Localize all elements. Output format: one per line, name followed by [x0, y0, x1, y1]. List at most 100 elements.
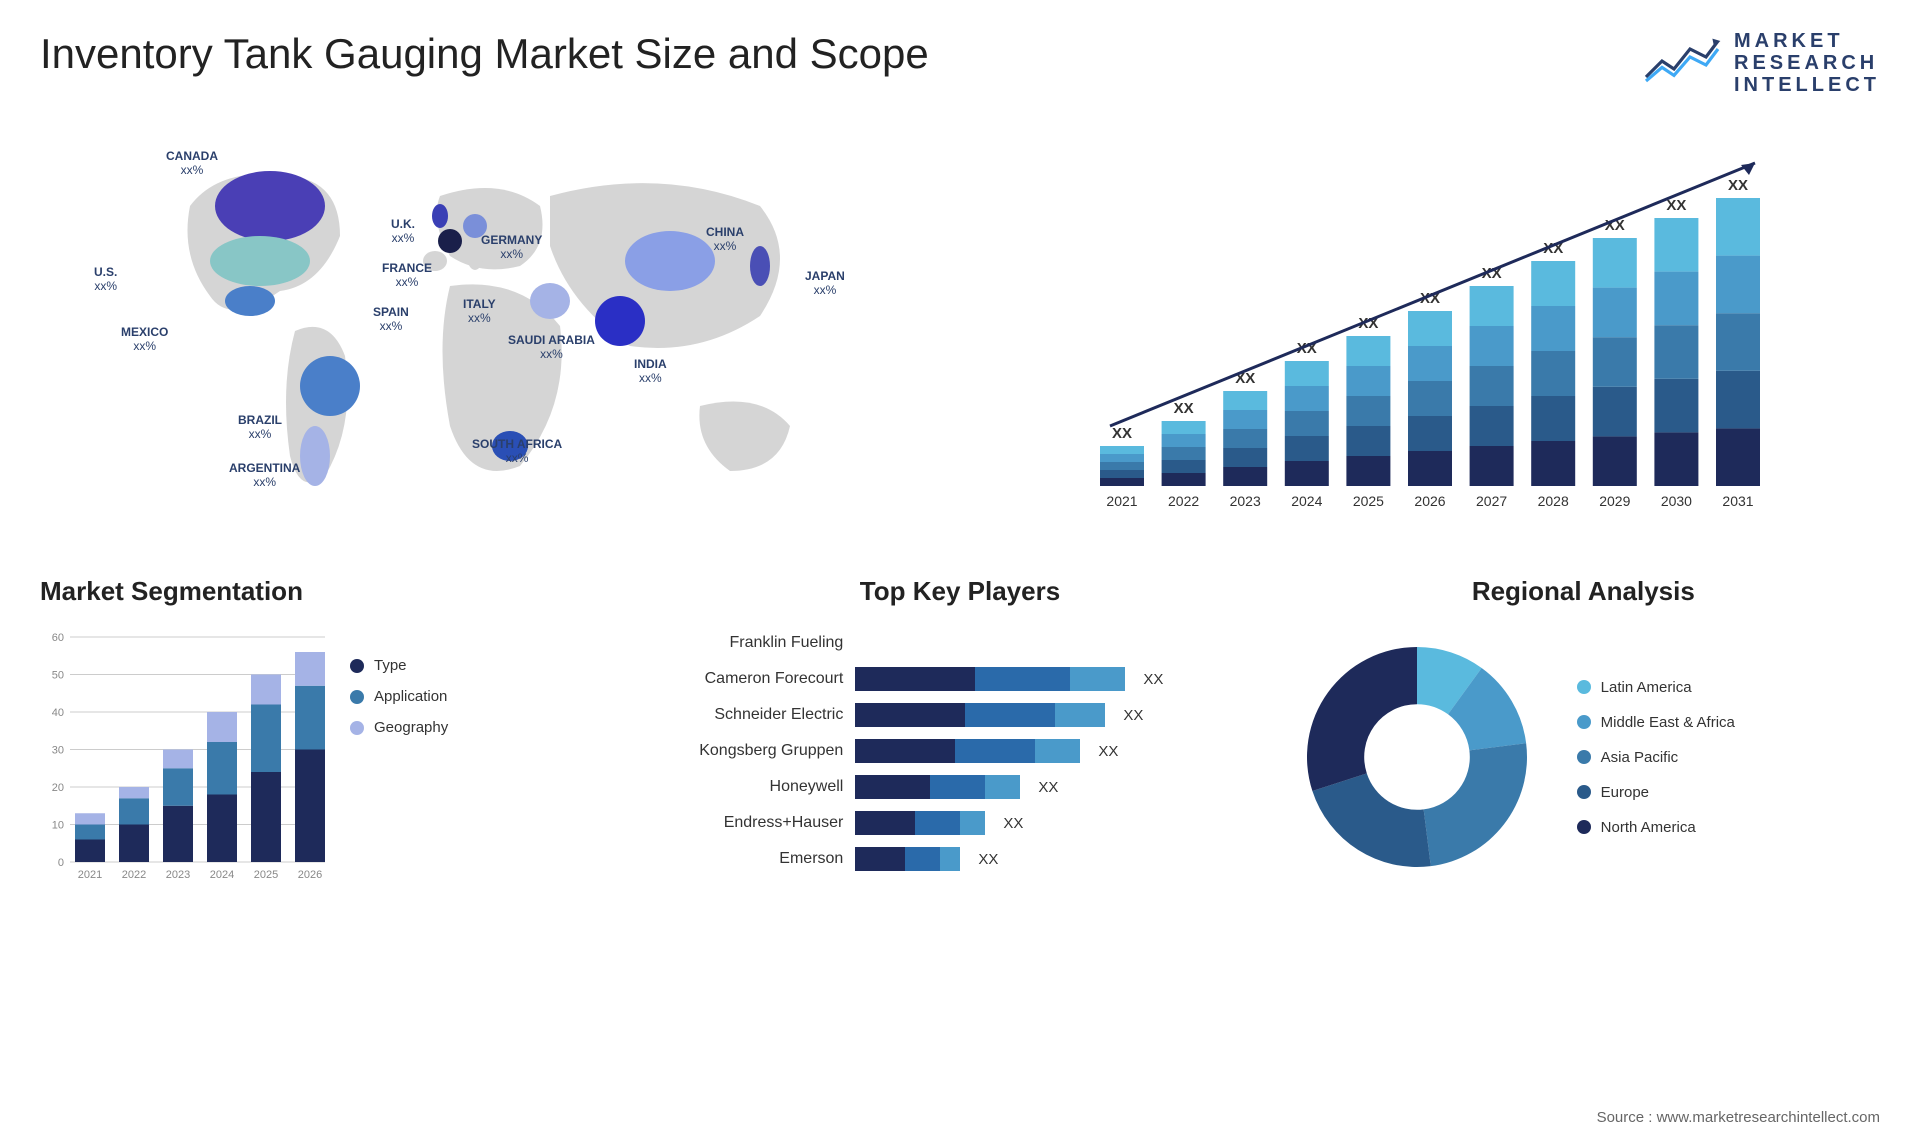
segmentation-chart: 0102030405060202120222023202420252026 — [40, 627, 330, 887]
svg-text:2026: 2026 — [1414, 493, 1445, 509]
player-row: Endress+HauserXX — [663, 807, 1256, 839]
player-name: Emerson — [663, 850, 843, 868]
map-label-argentina: ARGENTINAxx% — [229, 462, 300, 490]
svg-text:2029: 2029 — [1599, 493, 1630, 509]
svg-text:20: 20 — [52, 782, 64, 794]
map-label-china: CHINAxx% — [706, 226, 744, 254]
legend-dot-icon — [1577, 820, 1591, 834]
player-bar — [855, 703, 1105, 727]
legend-dot-icon — [1577, 680, 1591, 694]
player-value: XX — [1098, 743, 1118, 760]
svg-text:XX: XX — [1666, 197, 1686, 214]
map-label-south-africa: SOUTH AFRICAxx% — [472, 438, 562, 466]
source-attribution: Source : www.marketresearchintellect.com — [1597, 1109, 1880, 1126]
svg-text:XX: XX — [1112, 425, 1132, 442]
player-bar-segment — [940, 847, 960, 871]
legend-dot-icon — [1577, 715, 1591, 729]
logo-text-3: INTELLECT — [1734, 74, 1880, 96]
player-bar — [855, 775, 1020, 799]
regional-donut — [1287, 627, 1547, 887]
player-bar-segment — [905, 847, 940, 871]
map-label-u-k-: U.K.xx% — [391, 218, 415, 246]
regional-legend-item: Europe — [1577, 784, 1735, 801]
regional-legend-item: Asia Pacific — [1577, 749, 1735, 766]
player-name: Schneider Electric — [663, 706, 843, 724]
player-bar — [855, 667, 1125, 691]
regional-title: Regional Analysis — [1287, 576, 1880, 607]
legend-label: North America — [1601, 819, 1696, 836]
player-name: Cameron Forecourt — [663, 670, 843, 688]
page-title: Inventory Tank Gauging Market Size and S… — [40, 30, 929, 78]
segmentation-legend: Type Application Geography — [350, 657, 448, 887]
svg-text:0: 0 — [58, 857, 64, 869]
svg-text:XX: XX — [1728, 177, 1748, 194]
player-bar-segment — [855, 739, 955, 763]
svg-text:2022: 2022 — [122, 869, 146, 881]
player-bar-segment — [855, 703, 965, 727]
player-bar-segment — [930, 775, 985, 799]
player-bar-segment — [855, 811, 915, 835]
svg-text:2023: 2023 — [166, 869, 190, 881]
legend-label: Application — [374, 688, 447, 705]
player-value: XX — [1003, 815, 1023, 832]
player-row: Franklin Fueling — [663, 627, 1256, 659]
players-chart: Franklin FuelingCameron ForecourtXXSchne… — [663, 627, 1256, 875]
player-value: XX — [1038, 779, 1058, 796]
player-bar — [855, 847, 960, 871]
svg-text:2021: 2021 — [78, 869, 102, 881]
regional-legend: Latin America Middle East & Africa Asia Pa… — [1577, 679, 1735, 836]
map-label-saudi-arabia: SAUDI ARABIAxx% — [508, 334, 595, 362]
player-value: XX — [1123, 707, 1143, 724]
player-row: EmersonXX — [663, 843, 1256, 875]
map-label-mexico: MEXICOxx% — [121, 326, 168, 354]
svg-text:2025: 2025 — [1353, 493, 1384, 509]
svg-text:2027: 2027 — [1476, 493, 1507, 509]
map-label-japan: JAPANxx% — [805, 270, 845, 298]
legend-dot-icon — [350, 690, 364, 704]
map-label-france: FRANCExx% — [382, 262, 432, 290]
player-bar-segment — [1070, 667, 1125, 691]
player-bar-segment — [955, 739, 1035, 763]
player-name: Kongsberg Gruppen — [663, 742, 843, 760]
svg-text:30: 30 — [52, 745, 64, 757]
player-row: Honeywell XX — [663, 771, 1256, 803]
svg-text:60: 60 — [52, 632, 64, 644]
seg-legend-application: Application — [350, 688, 448, 705]
legend-label: Asia Pacific — [1601, 749, 1679, 766]
map-label-u-s-: U.S.xx% — [94, 266, 117, 294]
regional-legend-item: Latin America — [1577, 679, 1735, 696]
svg-text:2030: 2030 — [1661, 493, 1692, 509]
player-row: Kongsberg Gruppen XX — [663, 735, 1256, 767]
player-row: Cameron ForecourtXX — [663, 663, 1256, 695]
svg-text:50: 50 — [52, 670, 64, 682]
svg-text:2031: 2031 — [1722, 493, 1753, 509]
player-bar — [855, 739, 1080, 763]
map-label-germany: GERMANYxx% — [481, 234, 542, 262]
player-bar-segment — [985, 775, 1020, 799]
map-label-brazil: BRAZILxx% — [238, 414, 282, 442]
logo-text-1: MARKET — [1734, 30, 1880, 52]
legend-label: Middle East & Africa — [1601, 714, 1735, 731]
player-bar-segment — [1035, 739, 1080, 763]
player-name: Honeywell — [663, 778, 843, 796]
legend-dot-icon — [350, 659, 364, 673]
legend-dot-icon — [1577, 750, 1591, 764]
player-bar-segment — [855, 667, 975, 691]
segmentation-title: Market Segmentation — [40, 576, 633, 607]
legend-label: Latin America — [1601, 679, 1692, 696]
svg-text:10: 10 — [52, 820, 64, 832]
svg-text:2024: 2024 — [1291, 493, 1322, 509]
segmentation-section: Market Segmentation 0 10 20 30 40 50 60 2021 202… — [40, 576, 633, 887]
players-section: Top Key Players Franklin Fueling Cameron … — [663, 576, 1256, 887]
seg-legend-geography: Geography — [350, 719, 448, 736]
players-title: Top Key Players — [663, 576, 1256, 607]
logo-text-2: RESEARCH — [1734, 52, 1880, 74]
player-bar-segment — [965, 703, 1055, 727]
world-map: CANADAxx%U.S.xx%MEXICOxx%BRAZILxx%ARGENT… — [40, 126, 940, 526]
svg-text:40: 40 — [52, 707, 64, 719]
player-bar-segment — [975, 667, 1070, 691]
regional-legend-item: North America — [1577, 819, 1735, 836]
legend-label: Type — [374, 657, 407, 674]
player-bar-segment — [960, 811, 985, 835]
svg-text:2021: 2021 — [1106, 493, 1137, 509]
